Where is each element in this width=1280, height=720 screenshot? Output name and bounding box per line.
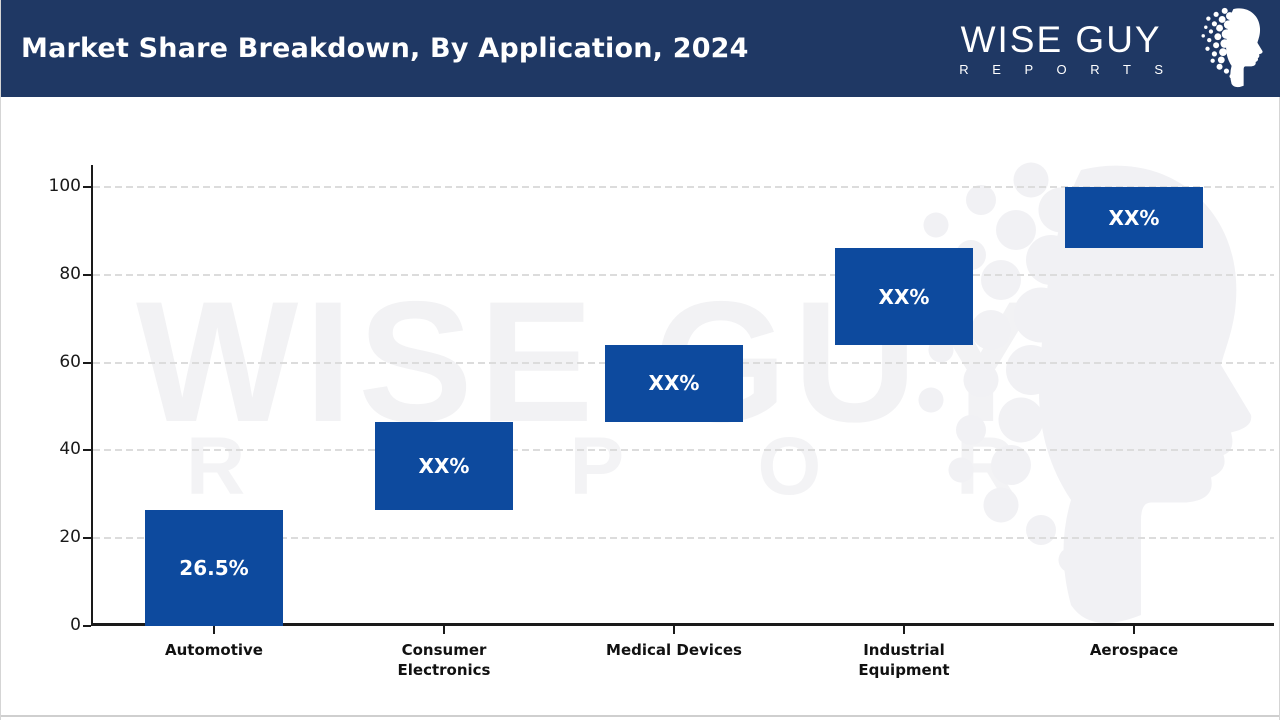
y-axis-tick-20 <box>83 537 91 540</box>
y-axis-label-100: 100 <box>48 176 81 196</box>
brand-logo-text: WISE GUY R E P O R T S <box>949 21 1173 76</box>
x-axis-tick-2 <box>673 626 675 634</box>
gridline-40 <box>93 449 1274 452</box>
x-axis-category-line: Consumer <box>401 641 487 659</box>
bar-value-label: XX% <box>418 453 470 478</box>
x-axis-tick-1 <box>443 626 445 634</box>
wise-guy-head-icon <box>1179 4 1267 94</box>
x-axis-category-line: Automotive <box>165 641 263 659</box>
y-axis-label-40: 40 <box>59 439 81 460</box>
x-axis-category-label: Industrial Equipment <box>789 640 1019 680</box>
y-axis-tick-0 <box>83 625 91 627</box>
bar-medical-devices: XX% <box>605 345 743 422</box>
y-axis-label-80: 80 <box>59 263 81 284</box>
bar-aerospace: XX% <box>1065 187 1203 249</box>
bottom-divider <box>1 715 1279 717</box>
y-axis-label-0: 0 <box>70 615 81 635</box>
bar-value-label: XX% <box>648 371 700 396</box>
x-axis-tick-3 <box>903 626 905 634</box>
y-axis-tick-80 <box>83 273 91 276</box>
brand-subtitle: R E P O R T S <box>959 62 1173 77</box>
y-axis-tick-100 <box>83 186 91 188</box>
x-axis-category-line: Equipment <box>858 661 950 679</box>
bar-industrial-equipment: XX% <box>835 248 973 346</box>
x-axis-category-line: Electronics <box>397 661 491 679</box>
x-axis-category-label: Aerospace <box>1019 640 1249 660</box>
bar-value-label: XX% <box>1108 205 1160 230</box>
bar-automotive: 26.5% <box>145 509 283 626</box>
bar-consumer-electronics: XX% <box>375 421 513 510</box>
y-axis-tick-40 <box>83 449 91 452</box>
x-axis-category-label: Medical Devices <box>559 640 789 660</box>
x-axis-category-line: Medical Devices <box>606 641 742 659</box>
x-axis-tick-4 <box>1133 626 1135 634</box>
y-axis-label-60: 60 <box>59 351 81 372</box>
gridline-100 <box>93 186 1274 188</box>
x-axis-category-label: Consumer Electronics <box>329 640 559 680</box>
gridline-20 <box>93 537 1274 540</box>
y-axis-label-20: 20 <box>59 527 81 548</box>
brand-name: WISE GUY <box>960 19 1162 60</box>
brand-logo: WISE GUY R E P O R T S <box>949 4 1280 94</box>
chart-plot-area: 0 20 40 60 80 100 26.5% XX% XX% XX% XX% Automotive C… <box>49 165 1274 679</box>
x-axis-category-line: Industrial <box>863 641 945 659</box>
bar-value-label: XX% <box>878 284 930 309</box>
bar-value-label: 26.5% <box>179 555 249 580</box>
header-bar: Market Share Breakdown, By Application, … <box>1 0 1280 97</box>
gridline-80 <box>93 273 1274 276</box>
x-axis-category-line: Aerospace <box>1089 641 1179 659</box>
chart-title: Market Share Breakdown, By Application, … <box>21 33 749 64</box>
y-axis-tick-60 <box>83 361 91 364</box>
x-axis-tick-0 <box>213 626 215 634</box>
x-axis-category-label: Automotive <box>99 640 329 660</box>
